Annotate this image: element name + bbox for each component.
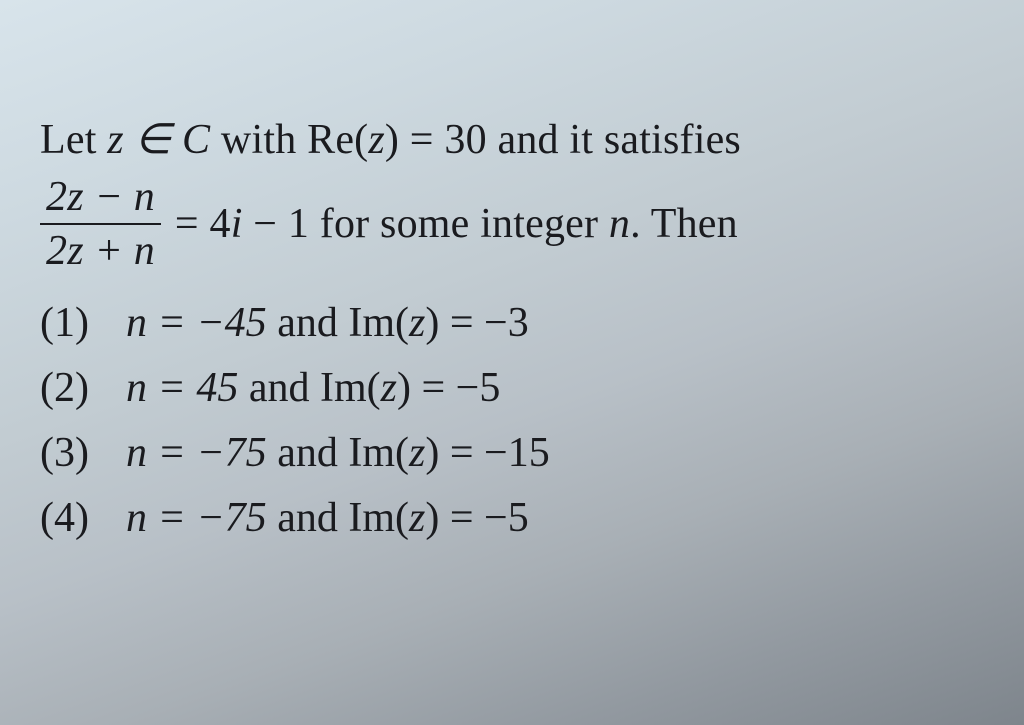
option-body: n = −75 and Im(z) = −5 <box>126 486 529 551</box>
n-eq: n = −75 <box>126 495 267 541</box>
var-z: z <box>368 117 385 163</box>
and-im: and Im( <box>267 495 409 541</box>
question-line-2: 2z − n 2z + n = 4i − 1 for some integer … <box>40 175 984 273</box>
option-label: (4) <box>40 486 110 551</box>
var-z: z <box>409 430 425 476</box>
num-n: n <box>134 174 155 220</box>
answer-options: (1) n = −45 and Im(z) = −3 (2) n = 45 an… <box>40 291 984 551</box>
expr-z-in-c: z ∈ C <box>107 117 210 163</box>
eq-4: = 4 <box>175 201 231 247</box>
num-minus: − <box>84 174 134 220</box>
and-im: and Im( <box>267 300 409 346</box>
n-eq: n = 45 <box>126 365 238 411</box>
option-4: (4) n = −75 and Im(z) = −5 <box>40 486 984 551</box>
option-label: (2) <box>40 356 110 421</box>
im-eq: ) = −5 <box>425 495 528 541</box>
option-label: (3) <box>40 421 110 486</box>
option-body: n = −75 and Im(z) = −15 <box>126 421 550 486</box>
then-text: . Then <box>630 201 738 247</box>
var-z: z <box>409 495 425 541</box>
question-stem: Let z ∈ C with Re(z) = 30 and it satisfi… <box>40 110 984 273</box>
text-let: Let <box>40 117 107 163</box>
text-eq-30: ) = 30 and it satisfies <box>385 117 741 163</box>
option-body: n = −45 and Im(z) = −3 <box>126 291 529 356</box>
text-with-re: with Re( <box>210 117 368 163</box>
and-im: and Im( <box>238 365 380 411</box>
im-eq: ) = −15 <box>425 430 549 476</box>
var-z: z <box>381 365 397 411</box>
fraction-denominator: 2z + n <box>40 229 161 273</box>
den-plus: + <box>84 228 134 274</box>
var-z: z <box>409 300 425 346</box>
option-body: n = 45 and Im(z) = −5 <box>126 356 500 421</box>
fraction: 2z − n 2z + n <box>40 175 161 273</box>
den-2z: 2z <box>46 228 84 274</box>
im-eq: ) = −3 <box>425 300 528 346</box>
option-3: (3) n = −75 and Im(z) = −15 <box>40 421 984 486</box>
n-eq: n = −45 <box>126 300 267 346</box>
option-label: (1) <box>40 291 110 356</box>
option-2: (2) n = 45 and Im(z) = −5 <box>40 356 984 421</box>
and-im: and Im( <box>267 430 409 476</box>
im-eq: ) = −5 <box>397 365 500 411</box>
var-n: n <box>609 201 630 247</box>
minus-1-text: − 1 for some integer <box>243 201 609 247</box>
n-eq: n = −75 <box>126 430 267 476</box>
fraction-bar <box>40 223 161 225</box>
math-question-page: Let z ∈ C with Re(z) = 30 and it satisfi… <box>0 0 1024 551</box>
question-line-1: Let z ∈ C with Re(z) = 30 and it satisfi… <box>40 110 984 171</box>
option-1: (1) n = −45 and Im(z) = −3 <box>40 291 984 356</box>
var-i: i <box>231 201 243 247</box>
num-2z: 2z <box>46 174 84 220</box>
rhs-text: = 4i − 1 for some integer n. Then <box>175 194 738 255</box>
fraction-numerator: 2z − n <box>40 175 161 219</box>
den-n: n <box>134 228 155 274</box>
